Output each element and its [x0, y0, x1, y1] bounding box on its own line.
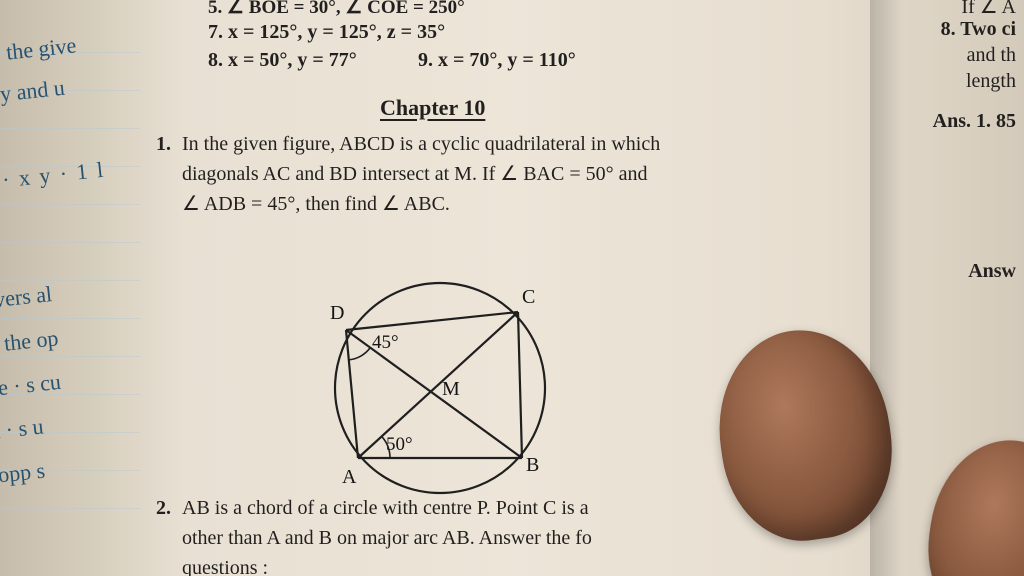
answer-line-8: 8. x = 50°, y = 77°	[208, 46, 357, 75]
answer-line-7: 7. x = 125°, y = 125°, z = 35°	[208, 18, 445, 47]
chapter-heading: Chapter 10	[380, 92, 485, 124]
rule	[0, 204, 140, 205]
handwriting: the give	[5, 30, 78, 67]
right-frag-4: length	[966, 70, 1016, 93]
label-M: M	[442, 378, 460, 401]
label-A: A	[342, 466, 356, 489]
label-45: 45°	[372, 332, 399, 354]
q2-line1: AB is a chord of a circle with centre P.…	[182, 494, 589, 523]
rule	[0, 128, 140, 129]
q1-line2: diagonals AC and BD intersect at M. If ∠…	[182, 160, 647, 189]
answer-line-9: 9. x = 70°, y = 110°	[418, 46, 576, 75]
page: the give y and u · x y · 1 l vers al the…	[0, 0, 1024, 576]
rule	[0, 242, 140, 243]
label-50: 50°	[386, 434, 413, 456]
label-B: B	[526, 454, 539, 477]
q2-number: 2.	[156, 494, 171, 523]
geometry-svg	[290, 258, 590, 518]
handwriting: vers al	[0, 279, 53, 315]
right-frag-5: Ans. 1. 85	[933, 110, 1016, 133]
figure-cyclic-quadrilateral: D C A B M 45° 50°	[290, 258, 590, 518]
right-frag-2: 8. Two ci	[941, 18, 1016, 41]
right-frag-1: If ∠ A	[961, 0, 1016, 19]
label-C: C	[522, 286, 535, 309]
rule	[0, 508, 140, 509]
right-frag-3: and th	[967, 44, 1016, 67]
q2-line2: other than A and B on major arc AB. Answ…	[182, 524, 592, 553]
rule	[0, 318, 140, 319]
q2-line3: questions :	[182, 554, 268, 576]
label-D: D	[330, 302, 344, 325]
q1-line1: In the given figure, ABCD is a cyclic qu…	[182, 130, 660, 159]
handwriting: l · s u	[0, 411, 45, 446]
q1-line3: ∠ ADB = 45°, then find ∠ ABC.	[182, 190, 450, 219]
handwriting: opp s	[0, 456, 46, 490]
handwriting: y and u	[0, 73, 66, 109]
handwriting: · x y · 1 l	[1, 155, 107, 195]
handwriting: e · s cu	[0, 367, 62, 403]
thumb-right	[918, 430, 1024, 576]
q1-number: 1.	[156, 130, 171, 159]
right-frag-6: Answ	[968, 260, 1016, 283]
handwriting: the op	[3, 323, 60, 358]
rule	[0, 280, 140, 281]
